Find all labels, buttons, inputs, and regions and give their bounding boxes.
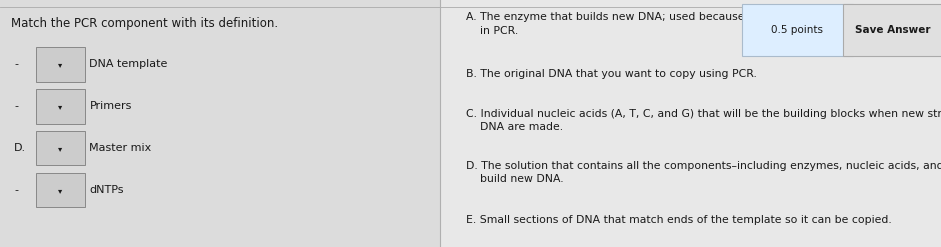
Text: 0.5 points: 0.5 points <box>771 25 823 35</box>
Text: dNTPs: dNTPs <box>89 185 124 195</box>
FancyBboxPatch shape <box>36 173 85 207</box>
Text: D.: D. <box>14 143 26 153</box>
Text: Save Answer: Save Answer <box>855 25 931 35</box>
FancyBboxPatch shape <box>843 4 941 56</box>
Text: ▾: ▾ <box>58 102 62 111</box>
Text: B. The original DNA that you want to copy using PCR.: B. The original DNA that you want to cop… <box>466 69 757 79</box>
Text: D. The solution that contains all the components–including enzymes, nucleic acid: D. The solution that contains all the co… <box>466 161 941 184</box>
Text: Match the PCR component with its definition.: Match the PCR component with its definit… <box>11 17 279 30</box>
FancyBboxPatch shape <box>742 4 853 56</box>
Text: ▾: ▾ <box>58 186 62 195</box>
FancyBboxPatch shape <box>440 0 941 247</box>
Text: -: - <box>14 101 18 111</box>
Text: E. Small sections of DNA that match ends of the template so it can be copied.: E. Small sections of DNA that match ends… <box>466 215 891 225</box>
Text: C. Individual nucleic acids (A, T, C, and G) that will be the building blocks wh: C. Individual nucleic acids (A, T, C, an… <box>466 109 941 132</box>
FancyBboxPatch shape <box>36 89 85 124</box>
Text: ▾: ▾ <box>58 60 62 69</box>
Text: DNA template: DNA template <box>89 59 167 69</box>
Text: Master mix: Master mix <box>89 143 152 153</box>
Text: -: - <box>14 59 18 69</box>
Text: -: - <box>14 185 18 195</box>
Text: Primers: Primers <box>89 101 132 111</box>
Text: A. The enzyme that builds new DNA; used because it can withstand the temperature: A. The enzyme that builds new DNA; used … <box>466 12 941 36</box>
FancyBboxPatch shape <box>36 47 85 82</box>
Text: ▾: ▾ <box>58 144 62 153</box>
FancyBboxPatch shape <box>36 131 85 165</box>
